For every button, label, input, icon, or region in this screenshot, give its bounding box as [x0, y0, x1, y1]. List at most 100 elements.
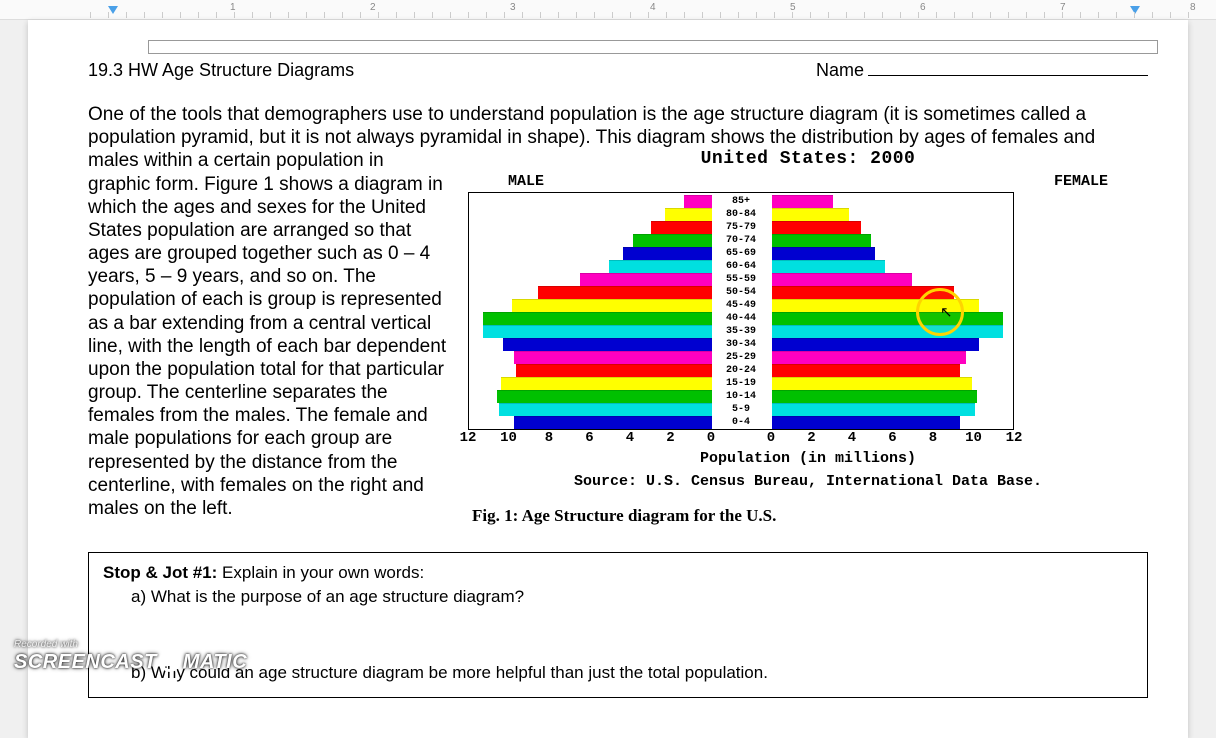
male-bar — [514, 351, 712, 364]
male-bar — [514, 416, 712, 429]
header-row: 19.3 HW Age Structure Diagrams Name — [88, 60, 1148, 81]
age-group-label: 85+ — [732, 195, 750, 208]
male-bar — [684, 195, 712, 208]
watermark: Recorded with SCREENCASTMATIC — [14, 639, 247, 674]
male-bar — [483, 312, 712, 325]
figure-caption: Fig. 1: Age Structure diagram for the U.… — [472, 506, 1148, 526]
pyramid-row: 50-54 — [469, 286, 1013, 299]
age-group-label: 35-39 — [726, 325, 756, 338]
age-group-label: 80-84 — [726, 208, 756, 221]
ruler-major: 8 — [1190, 2, 1196, 13]
document-page: 19.3 HW Age Structure Diagrams Name One … — [28, 20, 1188, 738]
pyramid-row: 0-4 — [469, 416, 1013, 429]
chart-title: United States: 2000 — [468, 149, 1148, 169]
male-label: MALE — [508, 173, 544, 190]
male-bar — [665, 208, 712, 221]
x-tick: 0 — [767, 430, 775, 446]
ruler-major: 4 — [650, 2, 656, 13]
female-bar — [772, 390, 977, 403]
female-bar — [772, 247, 875, 260]
age-group-label: 50-54 — [726, 286, 756, 299]
x-tick: 0 — [707, 430, 715, 446]
age-group-label: 25-29 — [726, 351, 756, 364]
ruler-major: 3 — [510, 2, 516, 13]
female-bar — [772, 338, 979, 351]
intro-paragraph: One of the tools that demographers use t… — [88, 103, 1148, 149]
x-tick: 2 — [666, 430, 674, 446]
figure-1: United States: 2000 MALE FEMALE 85+80-84… — [468, 149, 1148, 526]
age-group-label: 10-14 — [726, 390, 756, 403]
x-tick: 12 — [1006, 430, 1023, 446]
male-bar — [580, 273, 712, 286]
female-bar — [772, 221, 861, 234]
x-tick: 6 — [585, 430, 593, 446]
male-bar — [483, 325, 712, 338]
male-bar — [633, 234, 712, 247]
x-axis: 121086420024681012 — [468, 430, 1014, 452]
male-bar — [516, 364, 712, 377]
ruler-major: 6 — [920, 2, 926, 13]
pyramid-row: 60-64 — [469, 260, 1013, 273]
female-bar — [772, 260, 885, 273]
question-lead-bold: Stop & Jot #1: — [103, 563, 217, 582]
x-tick: 8 — [545, 430, 553, 446]
female-bar — [772, 312, 1003, 325]
pyramid-row: 65-69 — [469, 247, 1013, 260]
female-bar — [772, 403, 975, 416]
age-group-label: 20-24 — [726, 364, 756, 377]
indent-marker-right[interactable] — [1130, 6, 1140, 14]
ruler-major: 2 — [370, 2, 376, 13]
age-group-label: 75-79 — [726, 221, 756, 234]
female-bar — [772, 299, 979, 312]
question-a: a) What is the purpose of an age structu… — [131, 587, 1133, 607]
female-bar — [772, 351, 966, 364]
pyramid-row: 70-74 — [469, 234, 1013, 247]
question-box: Stop & Jot #1: Explain in your own words… — [88, 552, 1148, 698]
x-tick: 10 — [500, 430, 517, 446]
female-bar — [772, 416, 960, 429]
age-group-label: 40-44 — [726, 312, 756, 325]
x-tick: 12 — [460, 430, 477, 446]
x-tick: 8 — [929, 430, 937, 446]
age-group-label: 60-64 — [726, 260, 756, 273]
watermark-recorded: Recorded with — [14, 639, 247, 650]
pyramid-row: 5-9 — [469, 403, 1013, 416]
pyramid-row: 75-79 — [469, 221, 1013, 234]
page-top-border — [148, 40, 1158, 54]
indent-marker-left[interactable] — [108, 6, 118, 14]
male-bar — [499, 403, 712, 416]
population-pyramid-chart: 85+80-8475-7970-7465-6960-6455-5950-5445… — [468, 192, 1014, 430]
name-blank-line — [868, 75, 1148, 76]
pyramid-row: 55-59 — [469, 273, 1013, 286]
female-bar — [772, 234, 871, 247]
pyramid-row: 10-14 — [469, 390, 1013, 403]
ruler: 12345678 — [0, 0, 1216, 20]
male-bar — [651, 221, 712, 234]
watermark-brand: SCREENCASTMATIC — [14, 650, 247, 674]
female-bar — [772, 286, 954, 299]
male-bar — [503, 338, 712, 351]
age-group-label: 55-59 — [726, 273, 756, 286]
male-bar — [538, 286, 712, 299]
question-lead-tail: Explain in your own words: — [217, 563, 424, 582]
female-bar — [772, 377, 972, 390]
female-bar — [772, 364, 960, 377]
watermark-o-icon — [159, 650, 181, 672]
x-tick: 2 — [807, 430, 815, 446]
x-tick: 4 — [626, 430, 634, 446]
male-bar — [609, 260, 712, 273]
pyramid-row: 15-19 — [469, 377, 1013, 390]
age-group-label: 30-34 — [726, 338, 756, 351]
x-tick: 4 — [848, 430, 856, 446]
female-bar — [772, 195, 833, 208]
name-label: Name — [816, 60, 864, 81]
male-bar — [497, 390, 712, 403]
age-group-label: 45-49 — [726, 299, 756, 312]
question-b: b) Why could an age structure diagram be… — [131, 663, 1133, 683]
male-bar — [623, 247, 712, 260]
pyramid-row: 20-24 — [469, 364, 1013, 377]
pyramid-row: 35-39 — [469, 325, 1013, 338]
document-title: 19.3 HW Age Structure Diagrams — [88, 60, 354, 81]
pyramid-row: 85+ — [469, 195, 1013, 208]
age-group-label: 5-9 — [732, 403, 750, 416]
